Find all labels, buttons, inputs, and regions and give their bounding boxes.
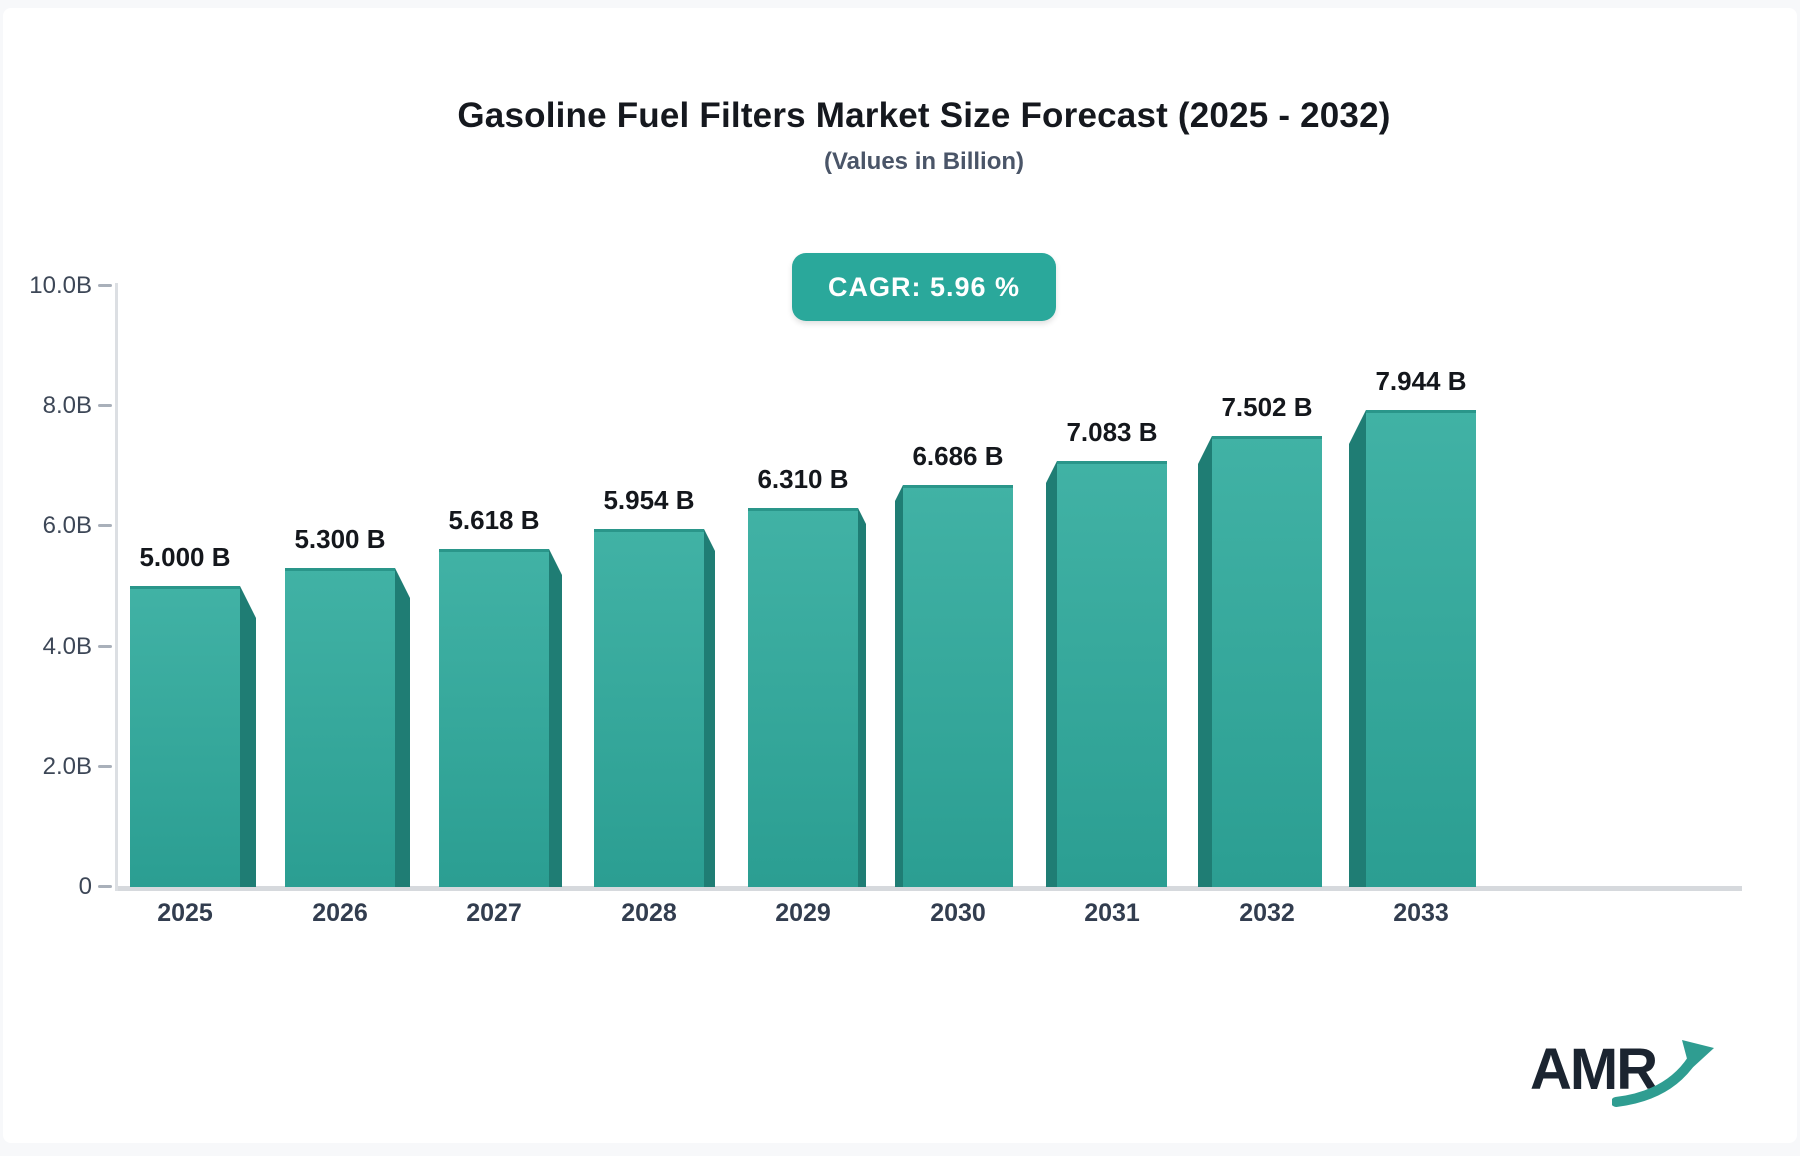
bar-value-label: 5.954 B <box>603 485 695 515</box>
bar-value-label: 5.300 B <box>294 524 386 554</box>
bar-2030 <box>895 485 1013 892</box>
bar-value-label: 6.310 B <box>757 464 849 494</box>
y-tick-label: 0 <box>78 873 92 900</box>
y-tick-label: 6.0B <box>42 512 92 540</box>
bar-value-label: 7.083 B <box>1066 417 1158 447</box>
y-tick-mark <box>98 404 112 408</box>
x-axis-label: 2025 <box>157 899 213 927</box>
x-axis-label: 2029 <box>775 899 831 927</box>
x-axis-label: 2026 <box>312 899 368 927</box>
amr-logo: AMR <box>1520 1030 1730 1122</box>
y-tick-label: 8.0B <box>42 392 92 420</box>
y-tick-mark <box>98 885 112 888</box>
bar-value-label: 5.618 B <box>448 505 540 535</box>
bar-2025 <box>130 586 256 892</box>
y-tick-mark <box>98 284 112 287</box>
bar-2031 <box>1046 461 1167 892</box>
chart-subtitle: (Values in Billion) <box>823 148 1025 175</box>
x-axis-label: 2032 <box>1239 899 1295 927</box>
x-axis-line <box>115 886 1742 891</box>
y-tick-mark <box>98 524 112 528</box>
x-axis-label: 2030 <box>930 899 986 927</box>
bar-2027 <box>439 549 562 892</box>
y-tick-label: 2.0B <box>42 752 92 780</box>
y-axis-line <box>115 283 118 891</box>
bar-2032 <box>1198 436 1322 892</box>
bar-value-label: 7.502 B <box>1221 392 1313 422</box>
bar-2029 <box>748 508 866 892</box>
bar-2026 <box>285 568 410 892</box>
y-tick-label: 10.0B <box>29 272 92 299</box>
chart-title: Gasoline Fuel Filters Market Size Foreca… <box>457 96 1391 135</box>
bar-value-label: 6.686 B <box>912 441 1004 471</box>
cagr-badge: CAGR: 5.96 % <box>791 253 1057 321</box>
bar-value-label: 5.000 B <box>139 542 231 572</box>
y-tick-mark <box>98 644 112 648</box>
y-tick-mark <box>98 764 112 768</box>
y-tick-label: 4.0B <box>42 632 92 660</box>
x-axis-label: 2033 <box>1393 899 1449 927</box>
growth-arrow-icon <box>1612 1040 1714 1107</box>
bar-2033 <box>1349 410 1476 892</box>
bar-2028 <box>594 529 715 892</box>
x-axis-label: 2028 <box>621 899 677 927</box>
x-axis-label: 2031 <box>1084 899 1140 927</box>
bar-value-label: 7.944 B <box>1375 366 1467 396</box>
cagr-badge-row: CAGR: 5.96 % <box>48 253 1800 321</box>
x-axis-label: 2027 <box>466 899 522 927</box>
amr-logo-text: AMR <box>1530 1037 1658 1102</box>
